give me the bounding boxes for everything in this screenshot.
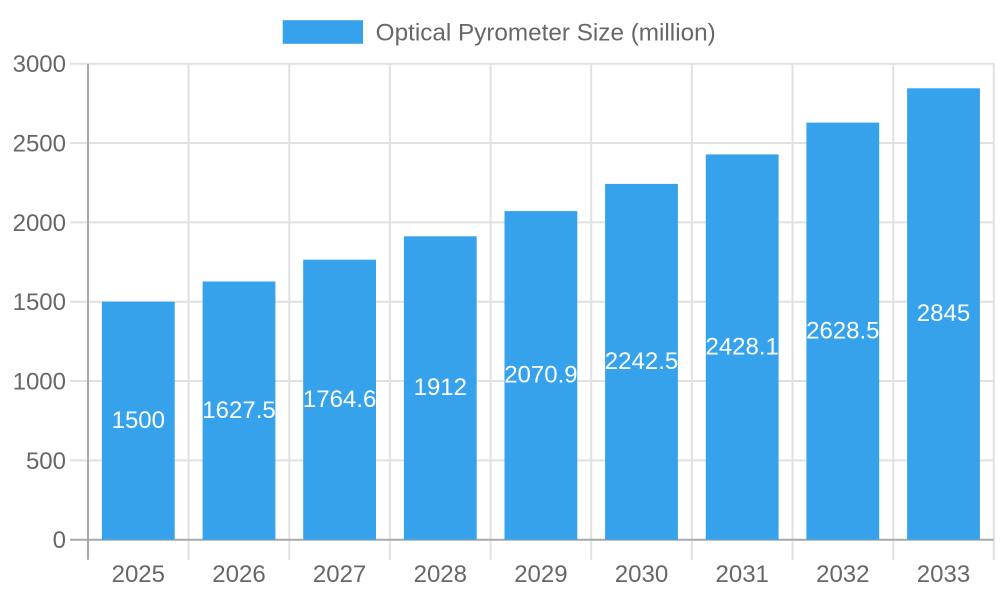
svg-text:2500: 2500 bbox=[13, 130, 66, 157]
svg-text:1000: 1000 bbox=[13, 368, 66, 395]
svg-text:Optical Pyrometer Size (millio: Optical Pyrometer Size (million) bbox=[376, 20, 716, 47]
svg-text:1764.6: 1764.6 bbox=[303, 386, 376, 413]
svg-text:2030: 2030 bbox=[615, 561, 668, 588]
svg-text:2628.5: 2628.5 bbox=[806, 317, 879, 344]
svg-text:2428.1: 2428.1 bbox=[705, 333, 778, 360]
svg-text:2033: 2033 bbox=[917, 561, 970, 588]
svg-text:2000: 2000 bbox=[13, 210, 66, 237]
svg-text:1500: 1500 bbox=[13, 289, 66, 316]
svg-text:2028: 2028 bbox=[414, 561, 467, 588]
svg-text:1912: 1912 bbox=[414, 374, 467, 401]
svg-text:2845: 2845 bbox=[917, 300, 970, 327]
svg-text:2027: 2027 bbox=[313, 561, 366, 588]
svg-text:2031: 2031 bbox=[716, 561, 769, 588]
svg-text:2029: 2029 bbox=[514, 561, 567, 588]
svg-text:2242.5: 2242.5 bbox=[605, 348, 678, 375]
svg-text:1500: 1500 bbox=[112, 407, 165, 434]
svg-text:2026: 2026 bbox=[212, 561, 265, 588]
svg-text:3000: 3000 bbox=[13, 51, 66, 78]
svg-text:2032: 2032 bbox=[816, 561, 869, 588]
svg-text:0: 0 bbox=[53, 527, 66, 554]
svg-text:1627.5: 1627.5 bbox=[202, 397, 275, 424]
svg-text:500: 500 bbox=[26, 448, 66, 475]
svg-text:2070.9: 2070.9 bbox=[504, 362, 577, 389]
svg-text:2025: 2025 bbox=[112, 561, 165, 588]
